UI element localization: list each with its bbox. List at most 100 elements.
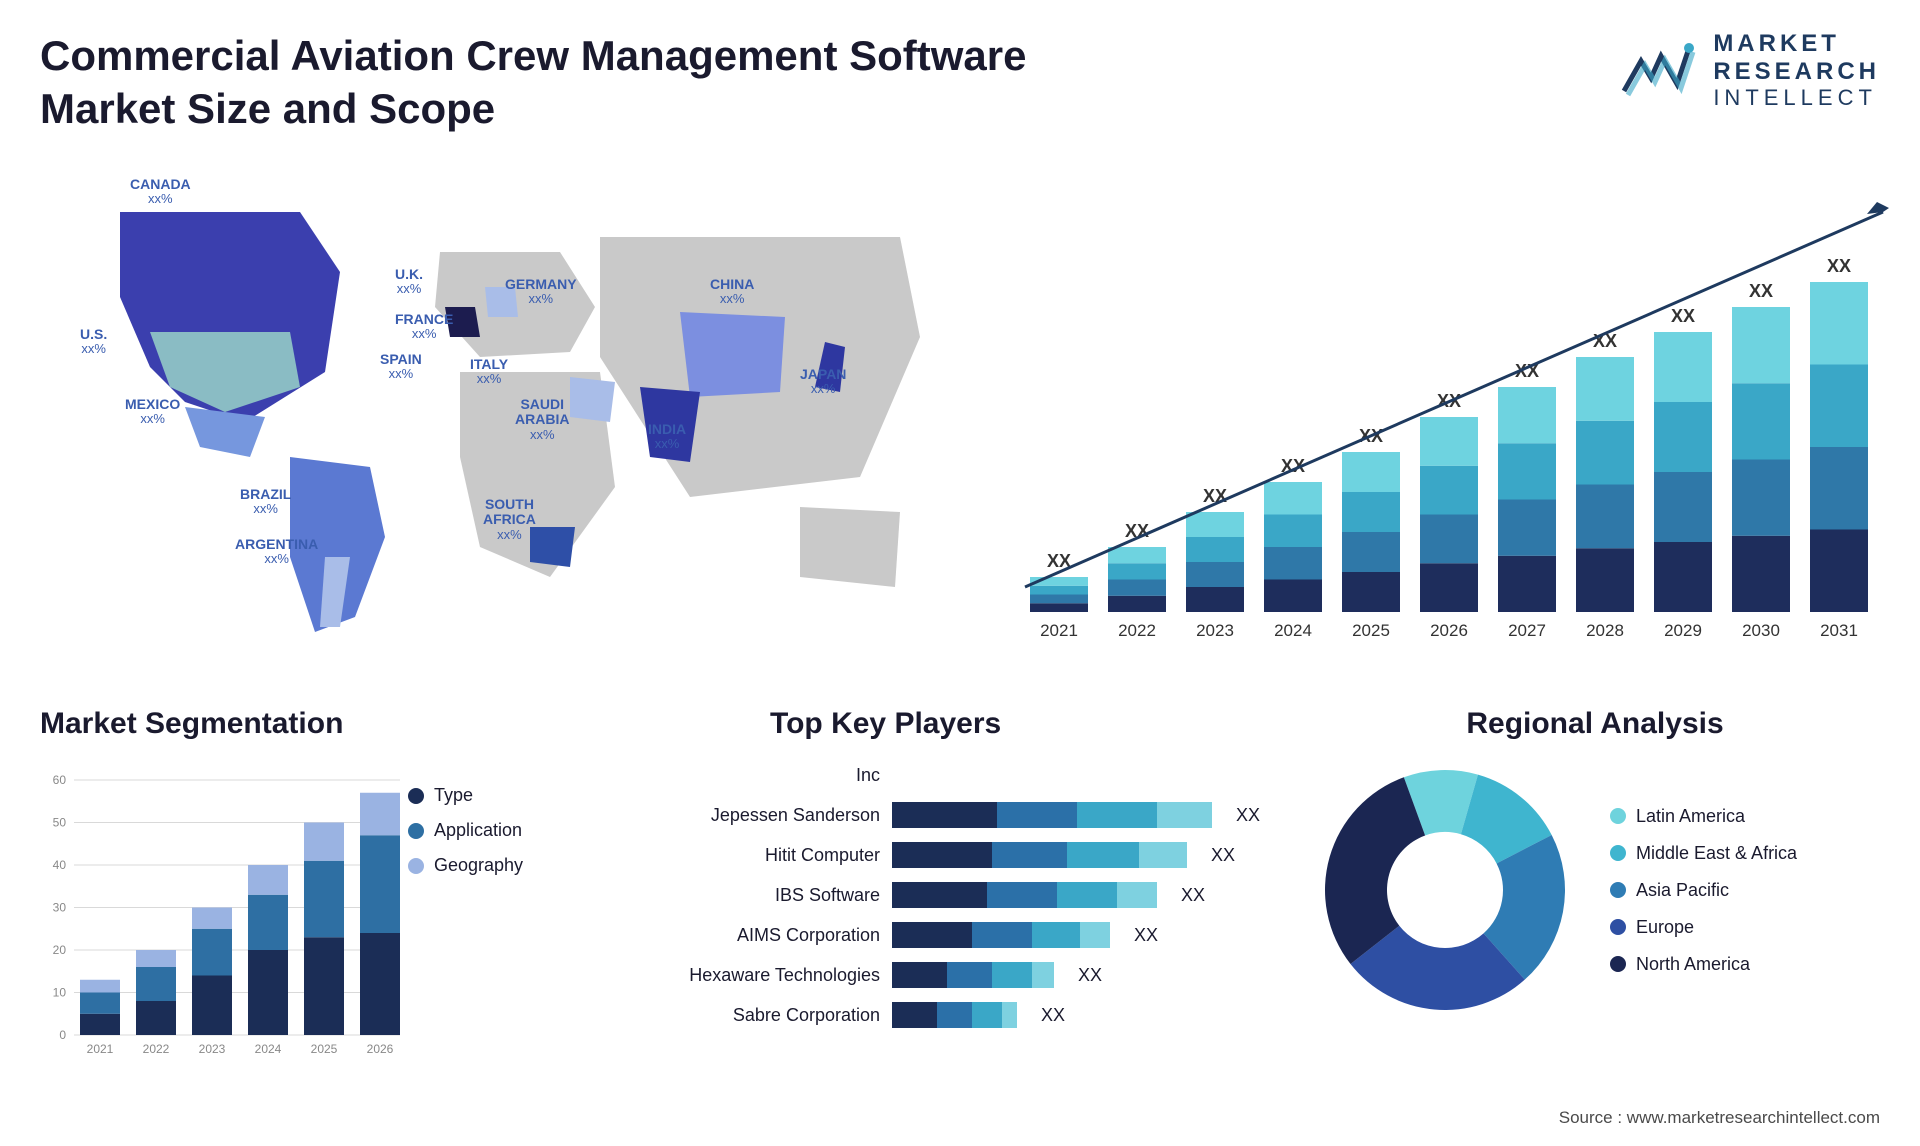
map-region-saudi [570, 377, 615, 422]
map-label-argentina: ARGENTINAxx% [235, 537, 318, 567]
growth-year-label: 2025 [1352, 621, 1390, 640]
player-bar [892, 962, 1054, 988]
seg-bar-seg [304, 861, 344, 938]
growth-bar-seg [1810, 530, 1868, 613]
segmentation-bar-chart: 0102030405060202120222023202420252026 [40, 755, 400, 1065]
brand-logo: MARKET RESEARCH INTELLECT [1619, 30, 1880, 110]
player-bar-seg [1032, 962, 1054, 988]
growth-bar-chart: XX2021XX2022XX2023XX2024XX2025XX2026XX20… [1010, 157, 1890, 667]
growth-bar-label: XX [1749, 281, 1773, 301]
growth-bar-seg [1186, 537, 1244, 562]
growth-bar-seg [1732, 460, 1790, 536]
seg-ytick: 40 [53, 858, 67, 872]
map-label-uk: U.K.xx% [395, 267, 423, 297]
legend-label: Europe [1636, 917, 1694, 938]
player-bar-seg [972, 1002, 1002, 1028]
player-bar-seg [1117, 882, 1157, 908]
player-bar [892, 922, 1110, 948]
regional-legend-item: Europe [1610, 917, 1797, 938]
seg-ytick: 0 [59, 1028, 66, 1042]
seg-bar-seg [192, 929, 232, 976]
growth-bar-seg [1654, 402, 1712, 472]
legend-swatch [408, 823, 424, 839]
seg-year-label: 2026 [367, 1042, 394, 1056]
seg-bar-seg [248, 895, 288, 950]
seg-ytick: 60 [53, 773, 67, 787]
map-label-us: U.S.xx% [80, 327, 107, 357]
seg-bar-seg [80, 980, 120, 993]
legend-swatch [1610, 882, 1626, 898]
players-panel: Top Key Players IncJepessen SandersonXXH… [660, 707, 1280, 1055]
player-bar-seg [997, 802, 1077, 828]
player-bar-seg [972, 922, 1032, 948]
logo-text-3: INTELLECT [1713, 85, 1880, 110]
growth-bar-seg [1264, 515, 1322, 548]
map-region-south-africa [530, 527, 575, 567]
players-list: IncJepessen SandersonXXHitit ComputerXXI… [660, 755, 1280, 1035]
seg-bar-seg [248, 950, 288, 1035]
growth-year-label: 2024 [1274, 621, 1312, 640]
seg-bar-seg [136, 967, 176, 1001]
seg-bar-seg [360, 793, 400, 836]
growth-bar-seg [1498, 443, 1556, 499]
growth-year-label: 2027 [1508, 621, 1546, 640]
seg-bar-seg [80, 993, 120, 1014]
growth-bar-seg [1654, 542, 1712, 612]
growth-year-label: 2028 [1586, 621, 1624, 640]
seg-year-label: 2025 [311, 1042, 338, 1056]
legend-label: Latin America [1636, 806, 1745, 827]
player-label: Hexaware Technologies [660, 965, 880, 986]
growth-bar-seg [1498, 387, 1556, 443]
growth-bar-seg [1654, 332, 1712, 402]
seg-bar-seg [304, 823, 344, 861]
player-bar-seg [1067, 842, 1139, 868]
growth-bar-seg [1420, 515, 1478, 564]
growth-bar-seg [1732, 307, 1790, 383]
player-bar-seg [937, 1002, 972, 1028]
growth-bar-seg [1732, 383, 1790, 459]
growth-bar-seg [1420, 417, 1478, 466]
legend-swatch [1610, 919, 1626, 935]
seg-bar-seg [360, 835, 400, 933]
player-row: AIMS CorporationXX [660, 915, 1280, 955]
player-bar-seg [992, 962, 1032, 988]
player-value: XX [1211, 845, 1235, 866]
player-bar-seg [1057, 882, 1117, 908]
growth-year-label: 2026 [1430, 621, 1468, 640]
player-bar-seg [892, 1002, 937, 1028]
growth-bar-label: XX [1827, 256, 1851, 276]
growth-year-label: 2021 [1040, 621, 1078, 640]
seg-ytick: 20 [53, 943, 67, 957]
regional-legend-item: North America [1610, 954, 1797, 975]
growth-bar-seg [1342, 452, 1400, 492]
player-row: Inc [660, 755, 1280, 795]
regional-legend: Latin AmericaMiddle East & AfricaAsia Pa… [1610, 806, 1797, 975]
growth-bar-seg [1498, 556, 1556, 612]
player-label: AIMS Corporation [660, 925, 880, 946]
player-bar [892, 842, 1187, 868]
player-row: Hitit ComputerXX [660, 835, 1280, 875]
seg-ytick: 30 [53, 901, 67, 915]
legend-label: Geography [434, 855, 523, 876]
seg-legend-item: Type [408, 785, 523, 806]
player-row: Hexaware TechnologiesXX [660, 955, 1280, 995]
player-value: XX [1041, 1005, 1065, 1026]
growth-bar-seg [1186, 562, 1244, 587]
growth-bar-seg [1108, 580, 1166, 596]
map-label-japan: JAPANxx% [800, 367, 846, 397]
growth-bar-seg [1264, 482, 1322, 515]
seg-year-label: 2022 [143, 1042, 170, 1056]
growth-bar-seg [1576, 357, 1634, 421]
seg-bar-seg [248, 865, 288, 895]
map-label-italy: ITALYxx% [470, 357, 508, 387]
growth-bar-seg [1576, 485, 1634, 549]
logo-text-2: RESEARCH [1713, 58, 1880, 86]
seg-legend-item: Application [408, 820, 523, 841]
donut-slice [1325, 777, 1425, 964]
map-label-india: INDIAxx% [648, 422, 686, 452]
map-label-southafrica: SOUTHAFRICAxx% [483, 497, 536, 542]
player-bar-seg [947, 962, 992, 988]
regional-title: Regional Analysis [1310, 707, 1880, 741]
player-label: Jepessen Sanderson [660, 805, 880, 826]
growth-bar-seg [1264, 580, 1322, 613]
